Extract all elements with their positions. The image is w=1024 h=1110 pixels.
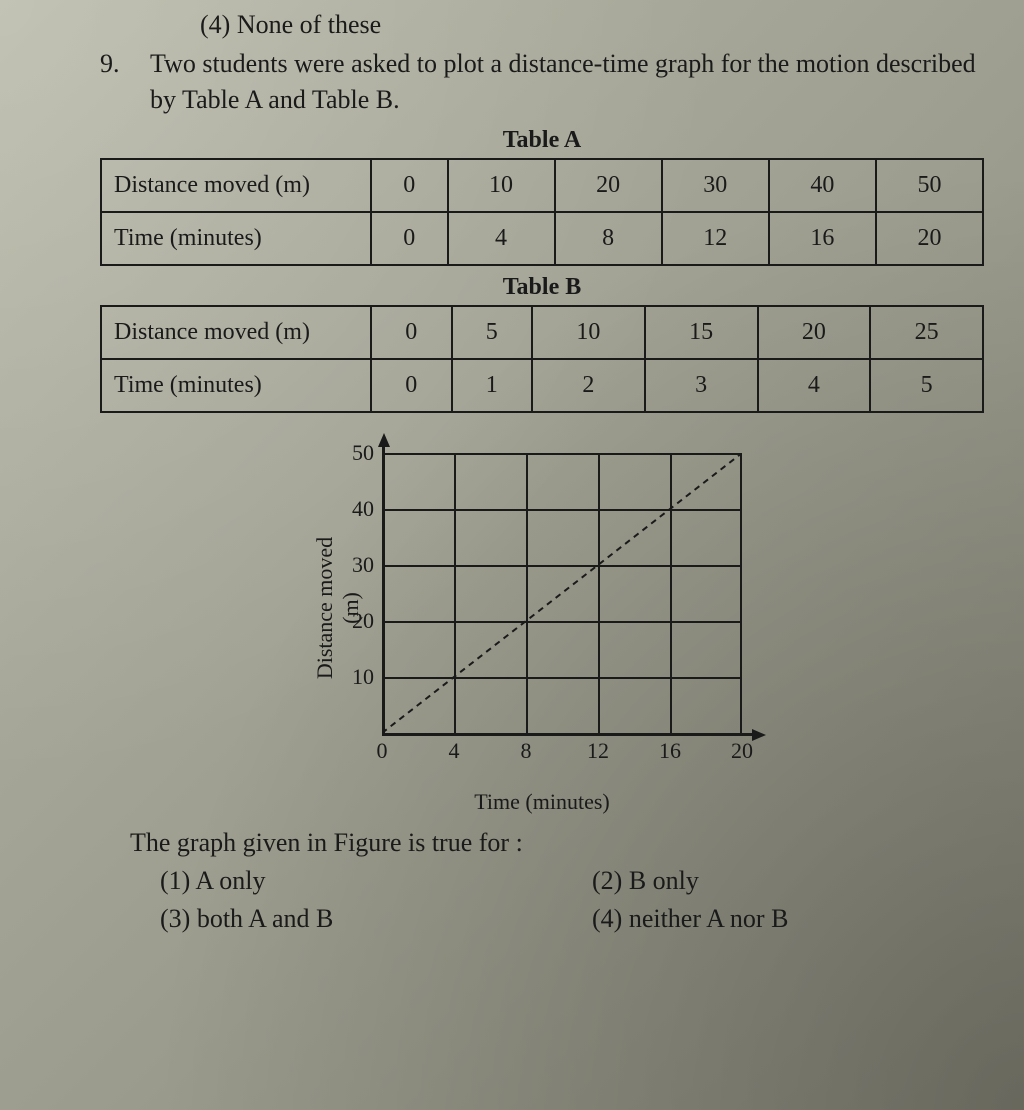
table-cell: 12 xyxy=(662,212,769,265)
table-a-row-label-1: Time (minutes) xyxy=(101,212,371,265)
grid-line xyxy=(454,453,456,733)
table-cell: 4 xyxy=(758,359,871,412)
table-cell: 40 xyxy=(769,159,876,212)
grid-line xyxy=(382,621,742,623)
x-tick-label: 16 xyxy=(659,738,681,764)
table-cell: 0 xyxy=(371,359,452,412)
answer-options: (1) A only (2) B only (3) both A and B (… xyxy=(160,866,984,934)
grid-line xyxy=(382,565,742,567)
grid-line xyxy=(670,453,672,733)
table-row: Time (minutes) 0 1 2 3 4 5 xyxy=(101,359,983,412)
x-axis-label: Time (minutes) xyxy=(474,789,609,815)
grid-line xyxy=(382,453,742,455)
table-cell: 5 xyxy=(870,359,983,412)
x-tick-label: 0 xyxy=(377,738,388,764)
x-axis xyxy=(382,733,757,736)
table-cell: 10 xyxy=(532,306,645,359)
table-cell: 20 xyxy=(555,159,662,212)
table-cell: 20 xyxy=(758,306,871,359)
table-b: Distance moved (m) 0 5 10 15 20 25 Time … xyxy=(100,305,984,413)
grid-line xyxy=(740,453,742,733)
y-tick-label: 50 xyxy=(352,440,374,466)
y-tick-label: 10 xyxy=(352,664,374,690)
table-b-row-label-0: Distance moved (m) xyxy=(101,306,371,359)
x-tick-label: 12 xyxy=(587,738,609,764)
option-3: (3) both A and B xyxy=(160,904,552,934)
grid-line xyxy=(526,453,528,733)
x-tick-label: 8 xyxy=(521,738,532,764)
plot-area xyxy=(382,453,742,733)
x-tick-label: 20 xyxy=(731,738,753,764)
y-tick-label: 40 xyxy=(352,496,374,522)
question-caption: The graph given in Figure is true for : xyxy=(130,828,984,858)
question-number: 9. xyxy=(100,46,130,82)
table-row: Time (minutes) 0 4 8 12 16 20 xyxy=(101,212,983,265)
table-cell: 0 xyxy=(371,212,448,265)
table-cell: 4 xyxy=(448,212,555,265)
table-cell: 50 xyxy=(876,159,983,212)
table-cell: 20 xyxy=(876,212,983,265)
grid-line xyxy=(382,509,742,511)
y-tick-label: 20 xyxy=(352,608,374,634)
table-a-row-label-0: Distance moved (m) xyxy=(101,159,371,212)
table-a-title: Table A xyxy=(100,127,984,154)
table-cell: 0 xyxy=(371,306,452,359)
x-tick-label: 4 xyxy=(449,738,460,764)
table-cell: 1 xyxy=(452,359,533,412)
table-b-row-label-1: Time (minutes) xyxy=(101,359,371,412)
table-cell: 30 xyxy=(662,159,769,212)
table-cell: 25 xyxy=(870,306,983,359)
table-cell: 10 xyxy=(448,159,555,212)
option-1: (1) A only xyxy=(160,866,552,896)
table-b-title: Table B xyxy=(100,274,984,301)
y-axis-arrow-icon xyxy=(378,433,390,447)
table-cell: 16 xyxy=(769,212,876,265)
question-text: Two students were asked to plot a distan… xyxy=(150,46,984,119)
grid-line xyxy=(382,677,742,679)
table-row: Distance moved (m) 0 10 20 30 40 50 xyxy=(101,159,983,212)
table-cell: 15 xyxy=(645,306,758,359)
prev-option: (4) None of these xyxy=(200,10,984,40)
grid-line xyxy=(598,453,600,733)
y-tick-label: 30 xyxy=(352,552,374,578)
option-2: (2) B only xyxy=(592,866,984,896)
table-cell: 5 xyxy=(452,306,533,359)
table-cell: 3 xyxy=(645,359,758,412)
table-cell: 2 xyxy=(532,359,645,412)
table-a: Distance moved (m) 0 10 20 30 40 50 Time… xyxy=(100,158,984,266)
distance-time-graph: Distance moved (m) Time (minutes) xyxy=(302,433,782,783)
table-cell: 0 xyxy=(371,159,448,212)
x-axis-arrow-icon xyxy=(752,729,766,741)
table-cell: 8 xyxy=(555,212,662,265)
table-row: Distance moved (m) 0 5 10 15 20 25 xyxy=(101,306,983,359)
option-4: (4) neither A nor B xyxy=(592,904,984,934)
